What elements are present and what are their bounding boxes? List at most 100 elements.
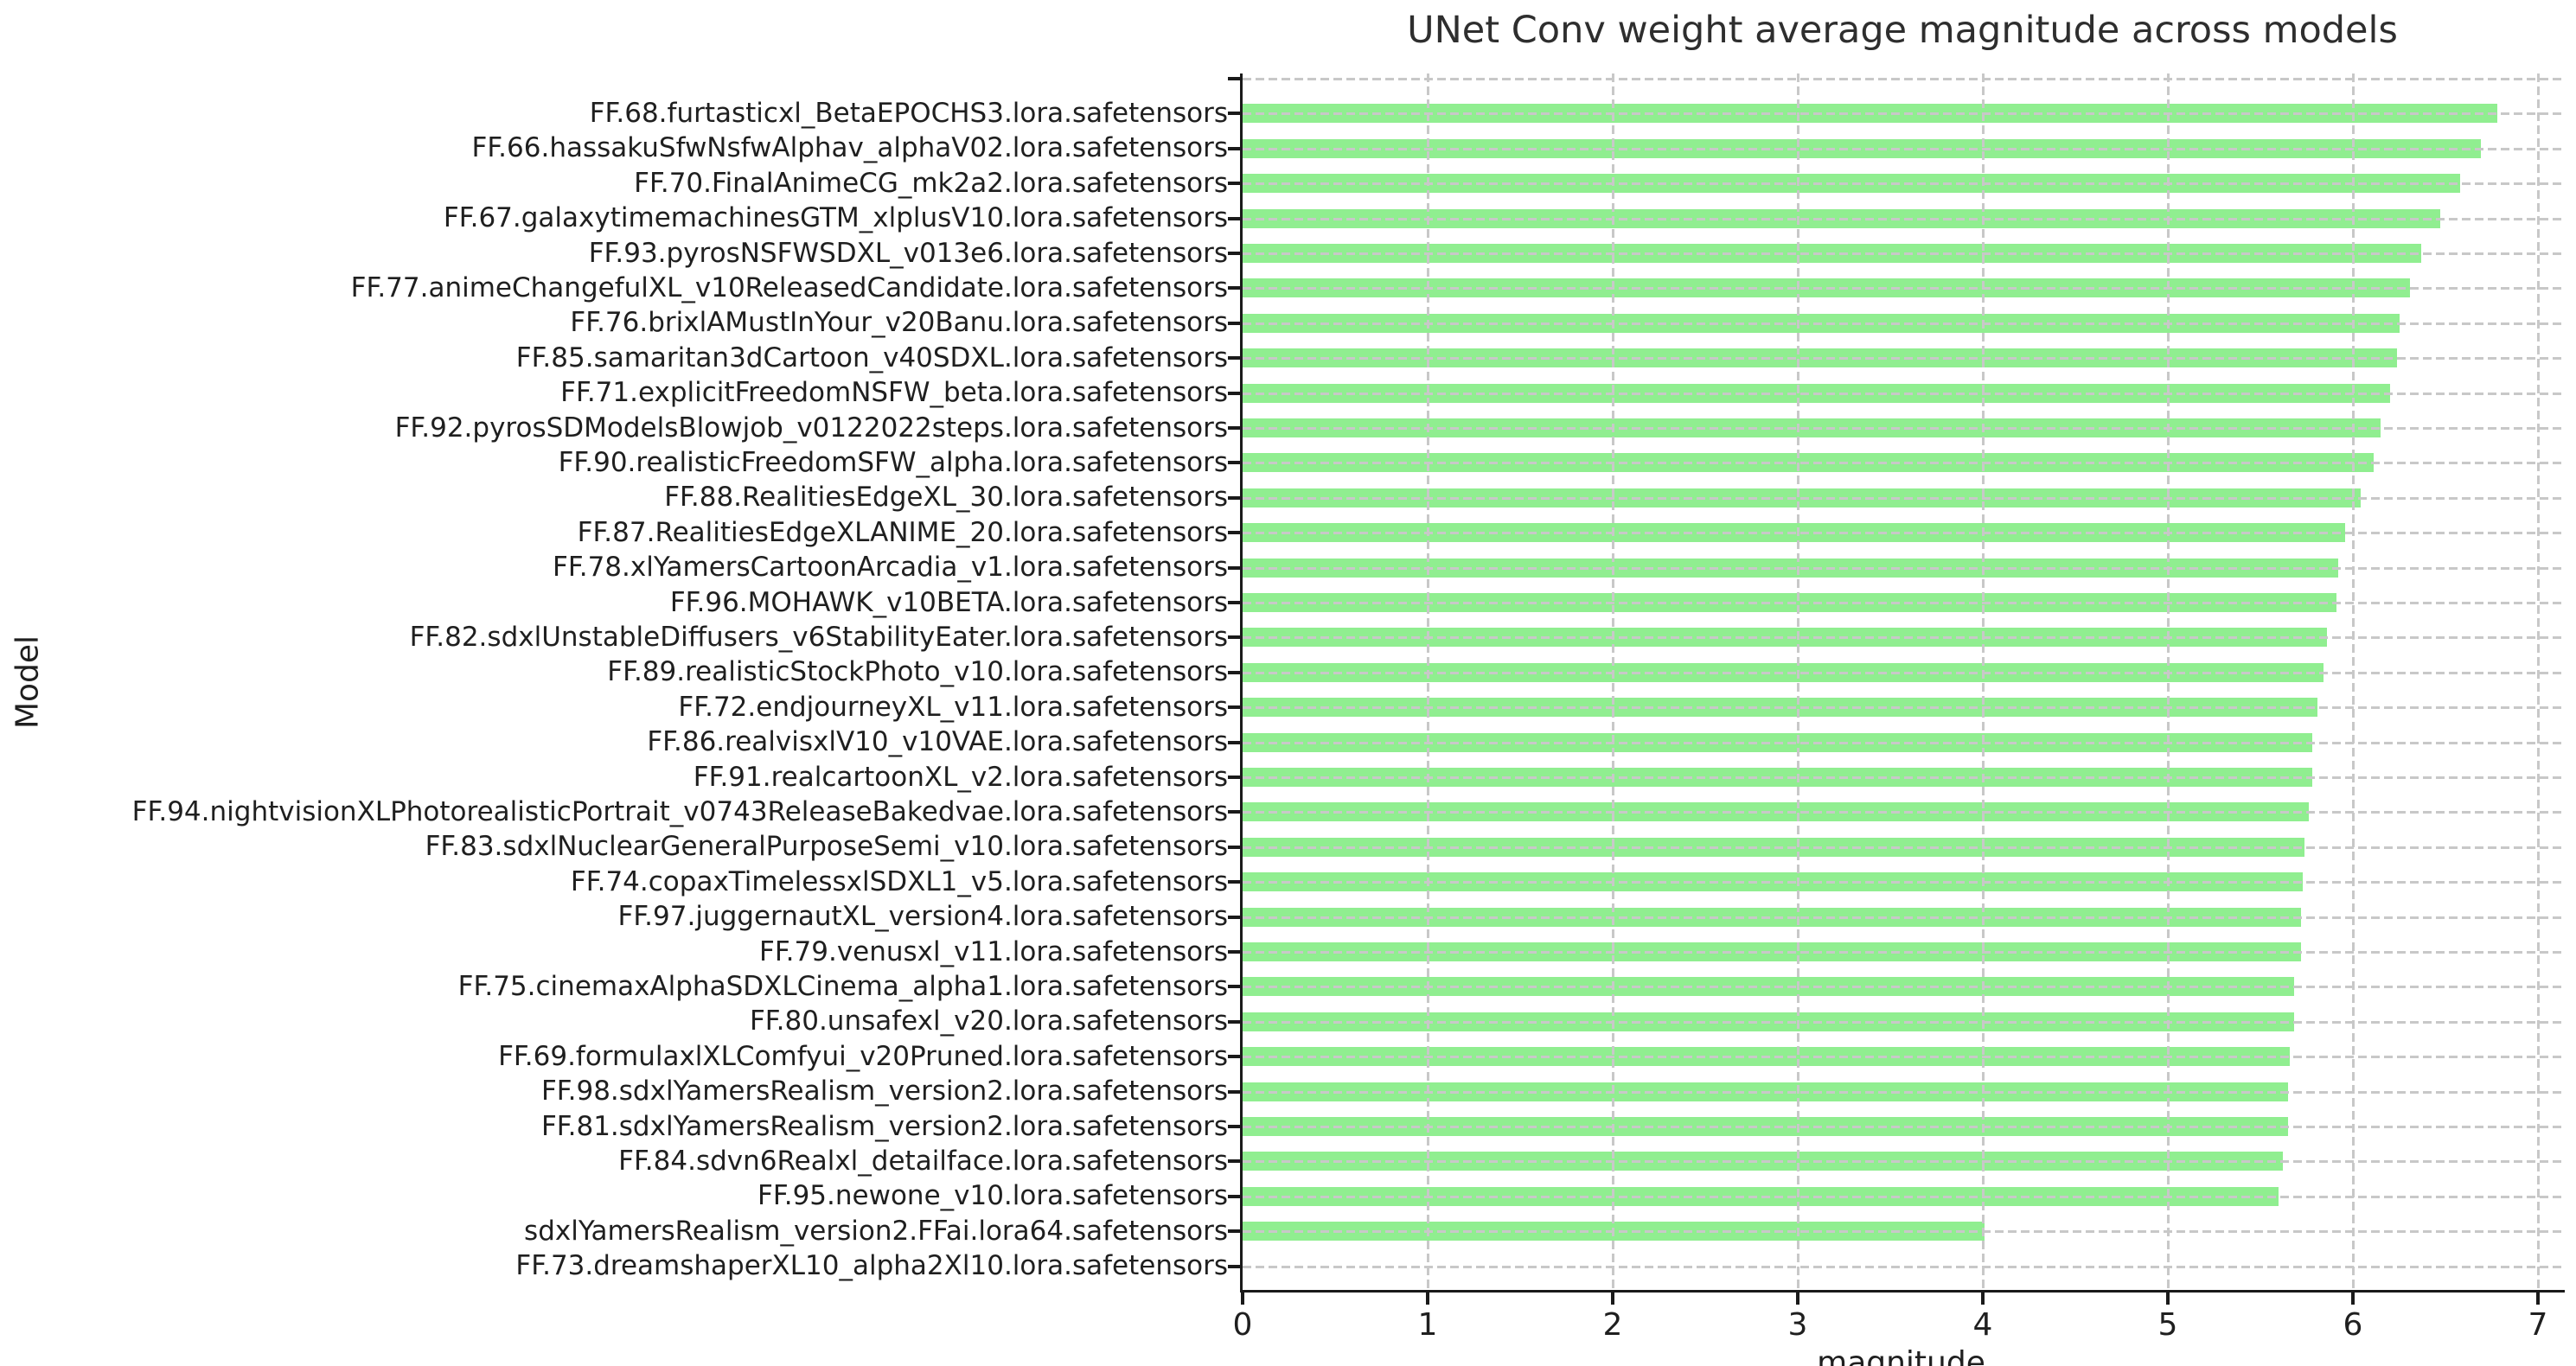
horizontal-gridline	[1243, 636, 2565, 640]
y-tick-label: FF.94.nightvisionXLPhotorealisticPortrai…	[131, 795, 1228, 827]
y-tick-mark	[1228, 1089, 1240, 1094]
x-tick-mark	[1981, 1293, 1985, 1305]
x-tick-mark	[1796, 1293, 1799, 1305]
x-tick-label: 3	[1787, 1307, 1808, 1343]
vertical-gridline	[2537, 73, 2540, 1290]
horizontal-gridline	[1243, 112, 2565, 116]
y-tick-mark	[1228, 915, 1240, 919]
y-tick-label: FF.89.realisticStockPhoto_v10.lora.safet…	[607, 656, 1228, 688]
vertical-gridline	[1797, 73, 1799, 1290]
horizontal-gridline	[1243, 287, 2565, 290]
y-tick-label: FF.98.sdxlYamersRealism_version2.lora.sa…	[540, 1076, 1228, 1107]
x-tick-label: 0	[1232, 1307, 1253, 1343]
x-tick-label: 4	[1972, 1307, 1993, 1343]
y-tick-label: FF.90.realisticFreedomSFW_alpha.lora.saf…	[558, 446, 1228, 478]
y-tick-mark	[1228, 321, 1240, 325]
y-tick-mark	[1228, 182, 1240, 186]
vertical-gridline	[1612, 73, 1614, 1290]
y-tick-mark	[1228, 950, 1240, 954]
y-tick-mark	[1228, 146, 1240, 150]
horizontal-gridline	[1243, 881, 2565, 884]
vertical-gridline	[1982, 73, 1985, 1290]
y-tick-mark	[1228, 77, 1240, 80]
x-tick-mark	[1241, 1293, 1244, 1305]
y-tick-label: FF.91.realcartoonXL_v2.lora.safetensors	[693, 761, 1228, 793]
y-tick-mark	[1228, 356, 1240, 361]
y-tick-label: FF.84.sdvn6Realxl_detailface.lora.safete…	[618, 1145, 1228, 1177]
horizontal-gridline	[1243, 1126, 2565, 1128]
y-tick-label: FF.69.formulaxlXLComfyui_v20Pruned.lora.…	[498, 1040, 1228, 1072]
y-tick-mark	[1228, 1194, 1240, 1198]
y-tick-mark	[1228, 426, 1240, 430]
horizontal-gridline	[1243, 427, 2565, 430]
y-tick-mark	[1228, 635, 1240, 640]
y-axis-label: Model	[10, 635, 46, 729]
y-tick-label: FF.71.explicitFreedomNSFW_beta.lora.safe…	[560, 377, 1228, 409]
vertical-gridline	[2352, 73, 2355, 1290]
horizontal-gridline	[1243, 846, 2565, 849]
horizontal-gridline	[1243, 671, 2565, 674]
y-tick-mark	[1228, 985, 1240, 989]
horizontal-gridline	[1243, 78, 2565, 80]
y-tick-mark	[1228, 252, 1240, 255]
y-tick-mark	[1228, 216, 1240, 220]
y-tick-mark	[1228, 1159, 1240, 1164]
horizontal-gridline	[1243, 147, 2565, 150]
horizontal-gridline	[1243, 496, 2565, 500]
y-tick-label: FF.77.animeChangefulXL_v10ReleasedCandid…	[350, 271, 1228, 303]
y-tick-label: FF.75.cinemaxAlphaSDXLCinema_alpha1.lora…	[457, 970, 1228, 1002]
y-tick-mark	[1228, 1055, 1240, 1059]
horizontal-gridline	[1243, 357, 2565, 361]
x-tick-label: 6	[2343, 1307, 2363, 1343]
plot-area	[1240, 73, 2565, 1293]
horizontal-gridline	[1243, 1160, 2565, 1164]
y-tick-label: FF.81.sdxlYamersRealism_version2.lora.sa…	[540, 1110, 1228, 1142]
y-tick-label: FF.76.brixlAMustInYour_v20Banu.lora.safe…	[570, 307, 1228, 339]
horizontal-gridline	[1243, 217, 2565, 220]
horizontal-gridline	[1243, 916, 2565, 919]
y-tick-mark	[1228, 880, 1240, 884]
y-tick-mark	[1228, 1125, 1240, 1128]
y-tick-mark	[1228, 705, 1240, 710]
horizontal-gridline	[1243, 741, 2565, 744]
y-tick-mark	[1228, 670, 1240, 674]
y-tick-mark	[1228, 740, 1240, 744]
y-tick-label: FF.85.samaritan3dCartoon_v40SDXL.lora.sa…	[515, 342, 1228, 373]
horizontal-gridline	[1243, 252, 2565, 255]
x-tick-mark	[1426, 1293, 1429, 1305]
y-tick-label: FF.78.xlYamersCartoonArcadia_v1.lora.saf…	[553, 552, 1228, 584]
y-tick-mark	[1228, 391, 1240, 395]
x-tick-mark	[2166, 1293, 2170, 1305]
horizontal-gridline	[1243, 1265, 2565, 1268]
y-tick-mark	[1228, 601, 1240, 604]
horizontal-gridline	[1243, 392, 2565, 395]
horizontal-gridline	[1243, 532, 2565, 535]
horizontal-gridline	[1243, 182, 2565, 186]
y-tick-mark	[1228, 845, 1240, 849]
y-tick-label: FF.67.galaxytimemachinesGTM_xlplusV10.lo…	[443, 202, 1228, 234]
horizontal-gridline	[1243, 776, 2565, 779]
y-tick-label: FF.95.newone_v10.lora.safetensors	[757, 1180, 1228, 1212]
y-tick-label: FF.87.RealitiesEdgeXLANIME_20.lora.safet…	[577, 516, 1228, 548]
y-tick-mark	[1228, 286, 1240, 290]
y-tick-mark	[1228, 565, 1240, 570]
y-tick-label: sdxlYamersRealism_version2.FFai.lora64.s…	[524, 1215, 1228, 1247]
horizontal-gridline	[1243, 322, 2565, 325]
vertical-gridline	[1427, 73, 1429, 1290]
horizontal-gridline	[1243, 951, 2565, 954]
y-tick-label: FF.96.MOHAWK_v10BETA.lora.safetensors	[669, 586, 1228, 618]
y-tick-label: FF.93.pyrosNSFWSDXL_v013e6.lora.safetens…	[588, 237, 1228, 269]
horizontal-gridline	[1243, 811, 2565, 814]
y-tick-mark	[1228, 112, 1240, 116]
y-tick-label: FF.80.unsafexl_v20.lora.safetensors	[749, 1005, 1228, 1037]
horizontal-gridline	[1243, 1195, 2565, 1198]
horizontal-gridline	[1243, 986, 2565, 989]
y-tick-mark	[1228, 1019, 1240, 1024]
y-tick-mark	[1228, 776, 1240, 779]
x-tick-mark	[2536, 1293, 2540, 1305]
horizontal-gridline	[1243, 1230, 2565, 1234]
y-tick-label: FF.66.hassakuSfwNsfwAlphav_alphaV02.lora…	[471, 132, 1228, 164]
y-tick-label: FF.72.endjourneyXL_v11.lora.safetensors	[678, 691, 1228, 723]
x-tick-label: 1	[1417, 1307, 1438, 1343]
y-tick-mark	[1228, 495, 1240, 500]
